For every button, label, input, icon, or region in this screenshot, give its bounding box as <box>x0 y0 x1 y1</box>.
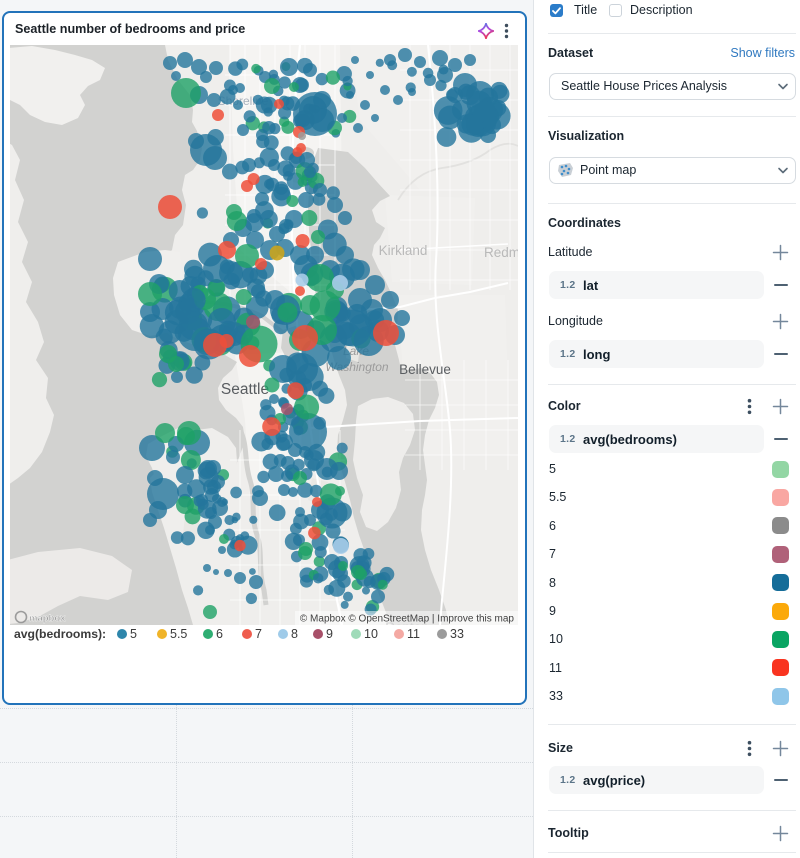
svg-text:© Mapbox © OpenStreetMap | Imp: © Mapbox © OpenStreetMap | Improve this … <box>300 614 515 625</box>
svg-text:Seattle: Seattle <box>221 381 269 398</box>
svg-text:mapbox: mapbox <box>29 613 66 624</box>
svg-text:Redmo: Redmo <box>484 245 518 260</box>
svg-text:Bellevue: Bellevue <box>399 362 451 377</box>
svg-text:Kirkland: Kirkland <box>379 243 428 258</box>
